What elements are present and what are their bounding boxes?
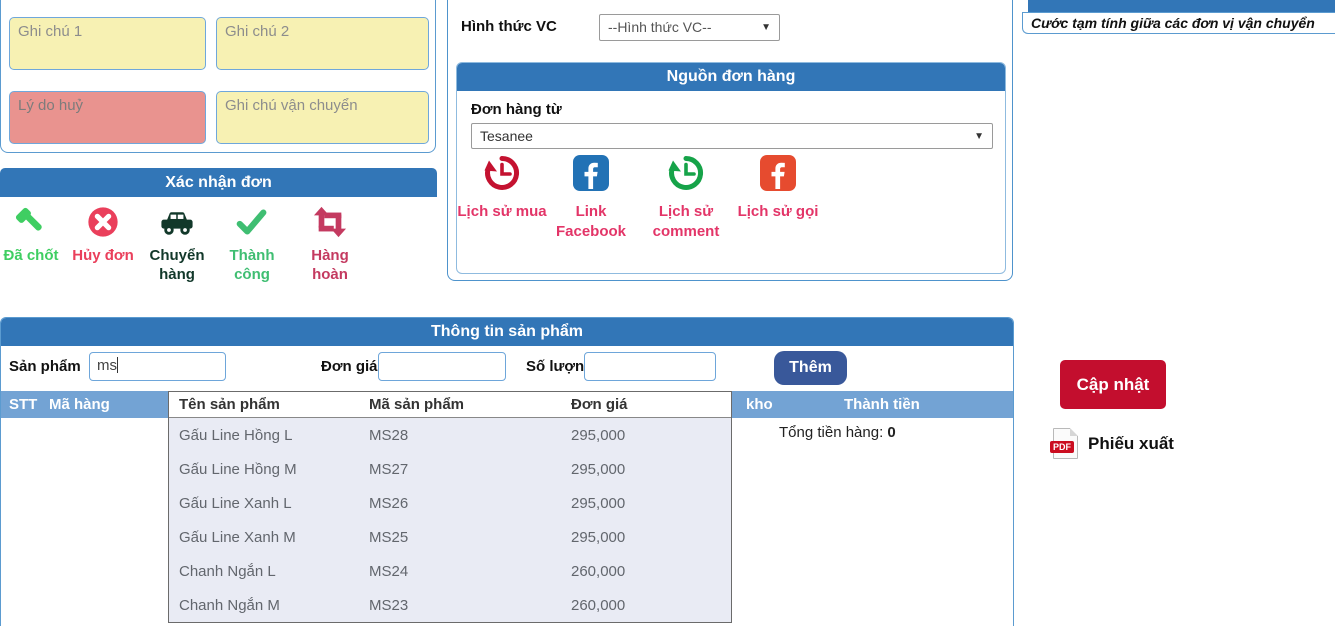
order-total-value: 0 (887, 424, 896, 441)
column-code: Mã hàng (49, 396, 110, 413)
quantity-label: Số lượng (526, 358, 594, 375)
facebook-red-icon (760, 155, 796, 195)
cancel-order-button[interactable]: Hủy đơn (72, 205, 134, 265)
product-price: 295,000 (571, 494, 626, 512)
call-history-label: Lịch sử gọi (737, 203, 819, 220)
export-pdf-button[interactable]: PDF Phiếu xuất (1050, 428, 1174, 459)
shipping-note-textarea[interactable]: Ghi chú vận chuyển (216, 91, 429, 144)
shipping-quote-note: Cước tạm tính giữa các đơn vị vận chuyển (1031, 15, 1315, 31)
text-caret (117, 357, 118, 373)
pdf-badge: PDF (1050, 441, 1074, 453)
autocomplete-header: Tên sản phẩm Mã sản phẩm Đơn giá (169, 392, 731, 418)
check-icon (235, 209, 269, 243)
purchase-history-button[interactable]: Lịch sử mua (457, 155, 547, 222)
comment-history-label: Lịch sử comment (652, 203, 720, 240)
order-from-value: Tesanee (480, 128, 533, 144)
success-order-label: Thành công (229, 247, 275, 283)
note2-textarea[interactable]: Ghi chú 2 (216, 17, 429, 70)
update-button[interactable]: Cập nhật (1060, 360, 1166, 409)
facebook-link-label: Link Facebook (555, 203, 627, 240)
call-history-button[interactable]: Lịch sử gọi (733, 155, 823, 222)
export-pdf-label: Phiếu xuất (1088, 433, 1174, 453)
autocomplete-row[interactable]: Chanh Ngắn M MS23 260,000 (169, 588, 731, 622)
product-search-value: ms (97, 357, 117, 374)
chevron-down-icon: ▼ (974, 131, 984, 142)
order-from-label: Đơn hàng từ (471, 101, 562, 118)
confirm-section-title: Xác nhận đơn (0, 168, 437, 197)
product-name: Gấu Line Hồng L (179, 426, 293, 444)
product-name: Gấu Line Hồng M (179, 460, 297, 478)
product-price: 295,000 (571, 426, 626, 444)
return-order-label: Hàng hoàn (311, 247, 349, 283)
confirm-order-label: Đã chốt (3, 247, 59, 264)
order-source-panel: Nguồn đơn hàng Đơn hàng từ Tesanee ▼ Lịc… (456, 62, 1006, 274)
product-code: MS28 (369, 426, 409, 444)
autocomplete-col-price: Đơn giá (571, 396, 628, 413)
product-price: 295,000 (571, 528, 626, 546)
product-price: 260,000 (571, 562, 626, 580)
autocomplete-col-name: Tên sản phẩm (179, 396, 280, 413)
purchase-history-label: Lịch sử mua (457, 203, 547, 220)
product-name: Chanh Ngắn M (179, 596, 280, 614)
column-total: Thành tiền (844, 396, 920, 413)
gavel-icon (14, 207, 48, 243)
product-code: MS27 (369, 460, 409, 478)
unit-price-label: Đơn giá (321, 358, 378, 375)
order-total-label: Tổng tiền hàng: (779, 424, 884, 441)
autocomplete-row[interactable]: Chanh Ngắn L MS24 260,000 (169, 554, 731, 588)
product-name: Gấu Line Xanh L (179, 494, 292, 512)
shipping-method-value: --Hình thức VC-- (608, 19, 712, 35)
history-icon (668, 155, 704, 195)
autocomplete-row[interactable]: Gấu Line Xanh L MS26 295,000 (169, 486, 731, 520)
autocomplete-row[interactable]: Gấu Line Hồng M MS27 295,000 (169, 452, 731, 486)
comment-history-button[interactable]: Lịch sử comment (641, 155, 731, 242)
product-code: MS26 (369, 494, 409, 512)
cancel-order-label: Hủy đơn (72, 247, 134, 264)
cancel-reason-textarea[interactable]: Lý do huỷ (9, 91, 206, 144)
product-code: MS23 (369, 596, 409, 614)
column-stt: STT (9, 396, 38, 413)
product-code: MS25 (369, 528, 409, 546)
product-info-title: Thông tin sản phẩm (1, 318, 1013, 346)
order-total: Tổng tiền hàng: 0 (779, 424, 896, 441)
ship-order-button[interactable]: Chuyển hàng (139, 205, 215, 284)
note1-textarea[interactable]: Ghi chú 1 (9, 17, 206, 70)
times-circle-icon (86, 207, 120, 243)
autocomplete-row[interactable]: Gấu Line Hồng L MS28 295,000 (169, 418, 731, 452)
unit-price-input[interactable] (378, 352, 506, 381)
confirm-order-button[interactable]: Đã chốt (2, 205, 60, 265)
column-stock: kho (746, 396, 773, 413)
shipping-quote-header-bar (1028, 0, 1335, 12)
notes-panel: Ghi chú 1 Ghi chú 2 Lý do huỷ Ghi chú vậ… (0, 0, 436, 153)
car-icon (160, 212, 194, 243)
autocomplete-row[interactable]: Gấu Line Xanh M MS25 295,000 (169, 520, 731, 554)
return-order-button[interactable]: Hàng hoàn (296, 205, 364, 284)
order-detail-panel: Hình thức VC --Hình thức VC-- ▼ Nguồn đơ… (447, 0, 1013, 281)
autocomplete-col-code: Mã sản phẩm (369, 396, 465, 413)
product-price: 295,000 (571, 460, 626, 478)
order-from-select[interactable]: Tesanee ▼ (471, 123, 993, 149)
order-source-title: Nguồn đơn hàng (457, 63, 1005, 91)
product-code: MS24 (369, 562, 409, 580)
product-name: Chanh Ngắn L (179, 562, 276, 580)
product-name: Gấu Line Xanh M (179, 528, 296, 546)
shipping-method-label: Hình thức VC (461, 18, 557, 35)
ship-order-label: Chuyển hàng (149, 247, 205, 283)
shipping-quote-panel: Cước tạm tính giữa các đơn vị vận chuyển (1022, 12, 1335, 34)
product-label: Sản phẩm (9, 358, 81, 375)
product-price: 260,000 (571, 596, 626, 614)
product-autocomplete-dropdown: Tên sản phẩm Mã sản phẩm Đơn giá Gấu Lin… (168, 391, 732, 623)
pdf-icon: PDF (1050, 428, 1078, 459)
shipping-method-select[interactable]: --Hình thức VC-- ▼ (599, 14, 780, 41)
add-product-button[interactable]: Thêm (774, 351, 847, 385)
success-order-button[interactable]: Thành công (221, 205, 283, 284)
return-arrows-icon (313, 206, 347, 243)
page-fold (1070, 428, 1078, 436)
facebook-icon (573, 155, 609, 195)
history-icon (484, 155, 520, 195)
facebook-link-button[interactable]: Link Facebook (546, 155, 636, 242)
product-search-input[interactable]: ms (89, 352, 226, 381)
chevron-down-icon: ▼ (761, 22, 771, 33)
quantity-input[interactable] (584, 352, 716, 381)
